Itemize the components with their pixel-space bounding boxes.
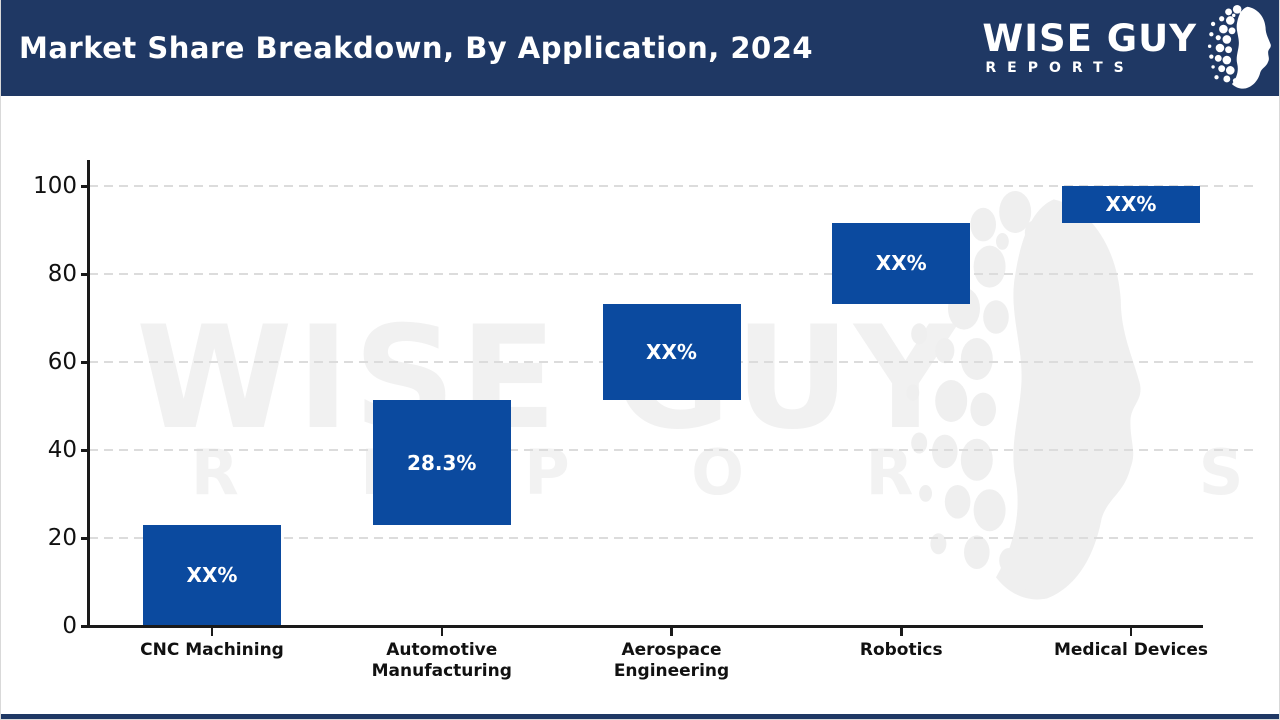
y-tick-label-20: 20 [47, 525, 77, 551]
x-tick-mark-3 [670, 628, 673, 636]
x-tick-mark-4 [900, 628, 903, 636]
y-tick-label-80: 80 [47, 261, 77, 287]
gridline-20 [89, 537, 1259, 539]
x-axis-label-aerospace-engineering: Aerospace Engineering [613, 640, 730, 682]
logo-wiseguy-text: WISE GUY [982, 17, 1197, 60]
x-axis-line [87, 625, 1203, 628]
x-tick-mark-1 [210, 628, 214, 636]
x-axis-label-medical-devices: Medical Devices [1053, 640, 1208, 660]
x-tick-mark-2 [440, 628, 443, 636]
bar-value-label: XX% [646, 340, 697, 365]
x-tick-mark-5 [1129, 628, 1133, 636]
y-tick-mark-0 [81, 625, 89, 628]
y-tick-label-40: 40 [47, 437, 77, 463]
footer-bar [1, 714, 1279, 719]
y-axis-line [87, 160, 90, 628]
y-tick-mark-20 [81, 537, 89, 540]
bar-medical-devices: XX% [1062, 186, 1200, 223]
wiseguy-face-icon [1207, 5, 1271, 89]
y-tick-mark-40 [81, 449, 89, 452]
gridline-100 [89, 185, 1259, 187]
bar-cnc-machining: XX% [143, 524, 281, 626]
bar-automotive-manufacturing: 28.3% [372, 400, 511, 525]
bar-value-label: XX% [1105, 192, 1157, 217]
x-axis-label-automotive-manufacturing: Automotive Manufacturing [371, 640, 512, 682]
watermark-text-1: WISE GUY [136, 296, 961, 461]
x-axis-label-cnc-machining: CNC Machining [140, 640, 284, 660]
y-tick-mark-100 [81, 185, 89, 188]
y-tick-label-60: 60 [47, 349, 77, 375]
logo-reports-text: REPORTS [985, 60, 1135, 76]
y-tick-mark-60 [81, 361, 89, 364]
bar-aerospace-engineering: XX% [602, 303, 741, 401]
chart-area: WISE GUY R E P O R T S 0 20 40 60 80 100 XX% 2… [1, 96, 1279, 715]
bar-value-label: XX% [186, 563, 238, 588]
bar-robotics: XX% [832, 222, 971, 304]
y-tick-label-100: 100 [33, 173, 77, 199]
x-axis-label-robotics: Robotics [859, 640, 943, 660]
bar-value-label: XX% [875, 251, 927, 276]
header: Market Share Breakdown, By Application, … [1, 0, 1279, 96]
page-title: Market Share Breakdown, By Application, … [19, 31, 814, 65]
y-tick-label-0: 0 [62, 613, 77, 639]
gridline-40 [89, 449, 1259, 451]
bar-value-label: 28.3% [407, 450, 477, 475]
wiseguy-logo: WISE GUY REPORTS [982, 1, 1275, 95]
logo-text: WISE GUY REPORTS [982, 20, 1197, 76]
gridline-80 [89, 273, 1259, 275]
y-tick-mark-80 [81, 273, 89, 276]
